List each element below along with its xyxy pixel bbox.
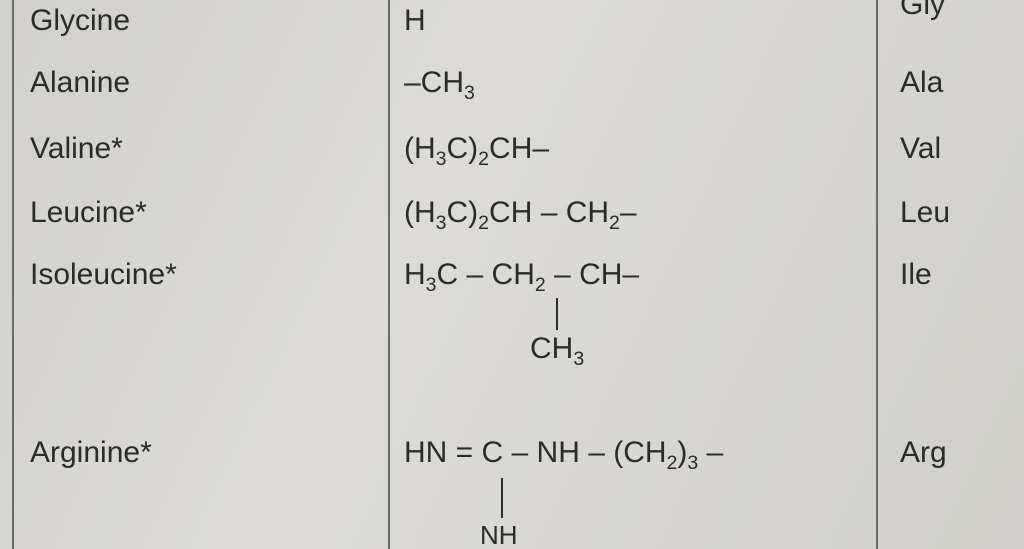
amino-acid-table-page: Glycine H Gly Alanine –CH3 Ala Valine* (…	[0, 0, 1024, 549]
row-val-formula: (H3C)2CH–	[404, 132, 549, 166]
column-divider-3	[876, 0, 878, 549]
row-ala-name: Alanine	[30, 66, 130, 100]
row-arg-abbr: Arg	[900, 436, 947, 470]
row-arg-branch: NH	[480, 520, 518, 549]
row-ile-formula: H3C – CH2 – CH–	[404, 258, 639, 292]
column-divider-1	[12, 0, 14, 549]
row-gly-name: Glycine	[30, 4, 130, 38]
row-leu-formula: (H3C)2CH – CH2–	[404, 196, 637, 230]
row-arg-branch-bond	[501, 478, 503, 518]
row-ala-abbr: Ala	[900, 66, 943, 100]
row-ile-branch-bond	[556, 298, 558, 330]
row-ile-branch: CH3	[530, 332, 584, 366]
row-leu-name: Leucine*	[30, 196, 147, 230]
column-divider-2	[388, 0, 390, 549]
row-leu-abbr: Leu	[900, 196, 950, 230]
row-gly-abbr: Gly	[900, 0, 945, 22]
row-arg-formula: HN = C – NH – (CH2)3 –	[404, 436, 723, 470]
row-arg-name: Arginine*	[30, 436, 152, 470]
row-ala-formula: –CH3	[404, 66, 475, 100]
row-ile-name: Isoleucine*	[30, 258, 177, 292]
row-val-abbr: Val	[900, 132, 941, 166]
row-gly-formula: H	[404, 4, 426, 38]
row-val-name: Valine*	[30, 132, 123, 166]
row-ile-abbr: Ile	[900, 258, 932, 292]
